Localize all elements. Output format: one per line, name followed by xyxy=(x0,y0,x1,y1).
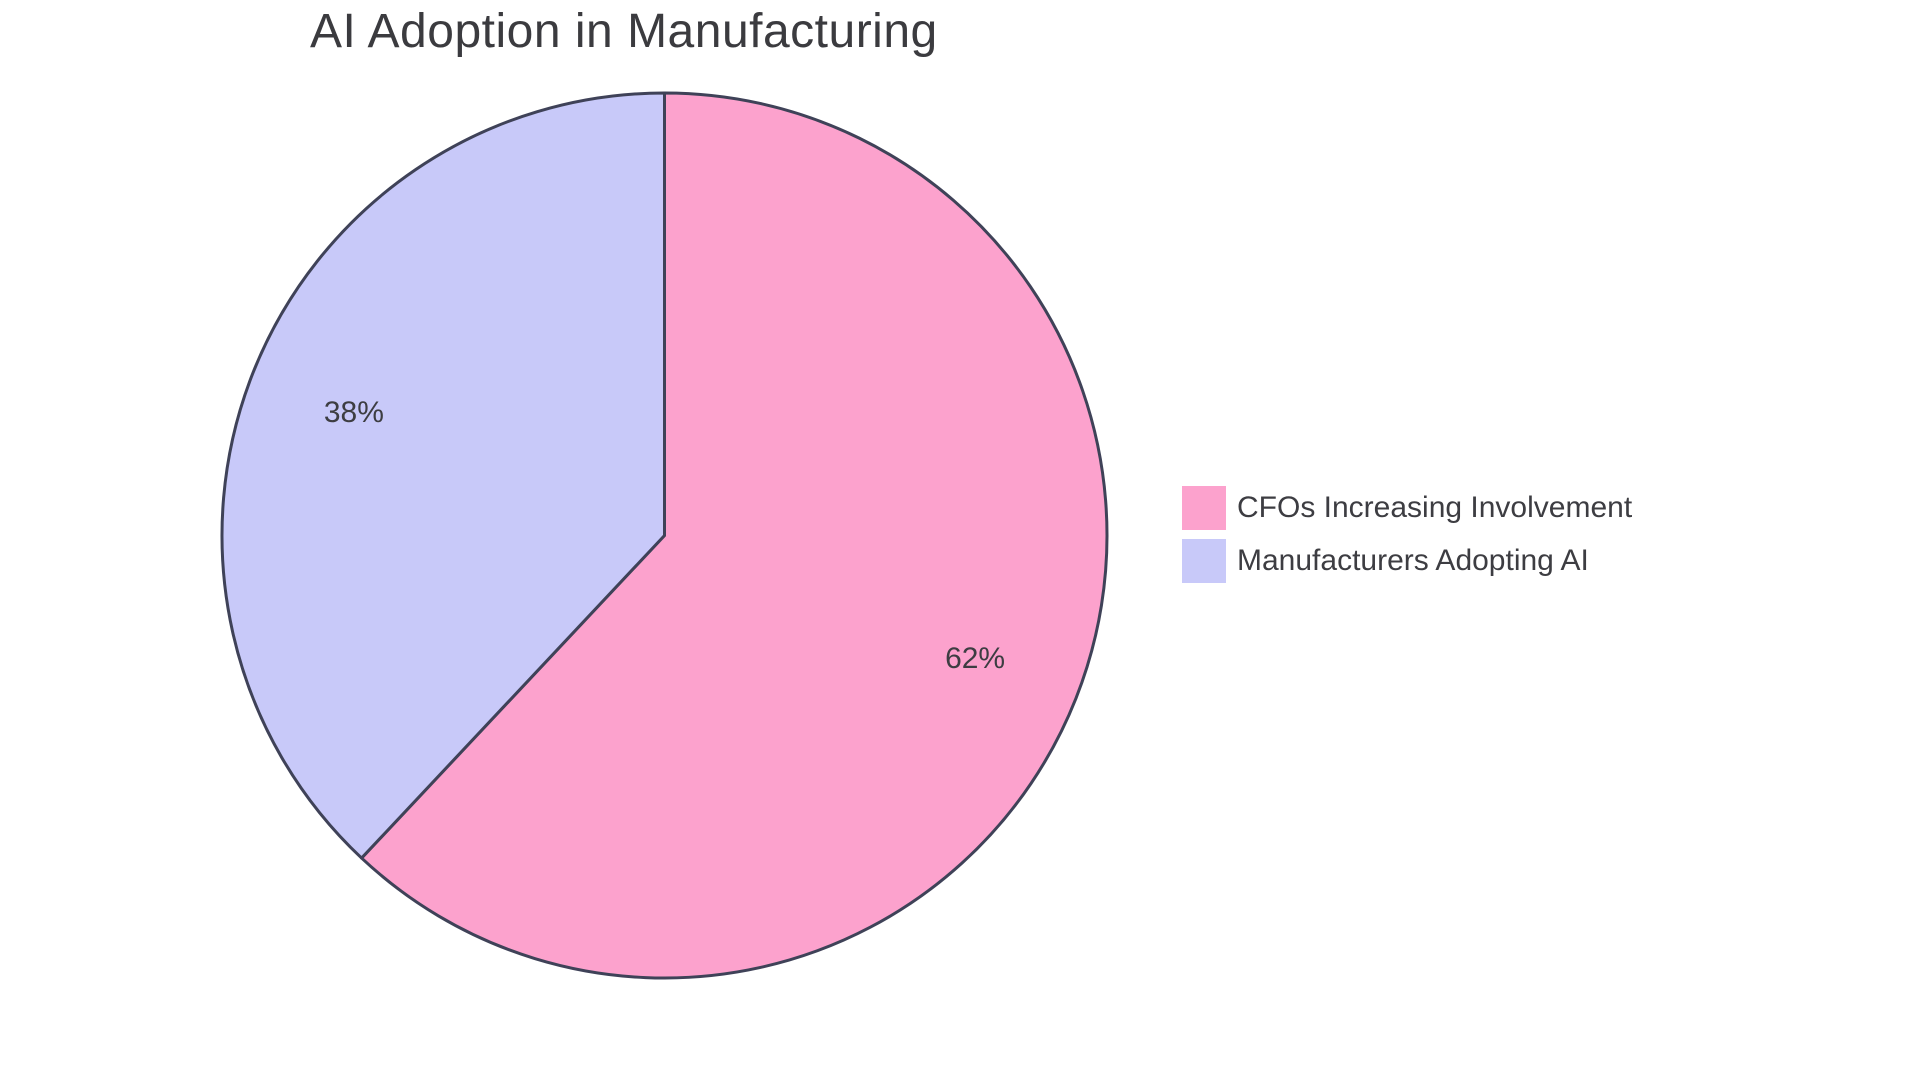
legend-swatch-manufacturers-adopting-ai xyxy=(1182,539,1226,583)
chart-legend: CFOs Increasing Involvement Manufacturer… xyxy=(1182,486,1632,592)
chart-title: AI Adoption in Manufacturing xyxy=(310,5,938,58)
legend-swatch-cfos-increasing-involvement xyxy=(1182,486,1226,530)
slice-label: 62% xyxy=(945,642,1005,675)
pie-slice-manufacturers-adopting-ai xyxy=(220,91,666,860)
legend-item-cfos-increasing-involvement: CFOs Increasing Involvement xyxy=(1182,486,1632,530)
pie-slice-cfos-increasing-involvement xyxy=(360,91,1109,980)
slice-label: 38% xyxy=(324,396,384,429)
legend-item-manufacturers-adopting-ai: Manufacturers Adopting AI xyxy=(1182,539,1632,583)
legend-label: Manufacturers Adopting AI xyxy=(1237,544,1589,577)
legend-label: CFOs Increasing Involvement xyxy=(1237,491,1633,524)
